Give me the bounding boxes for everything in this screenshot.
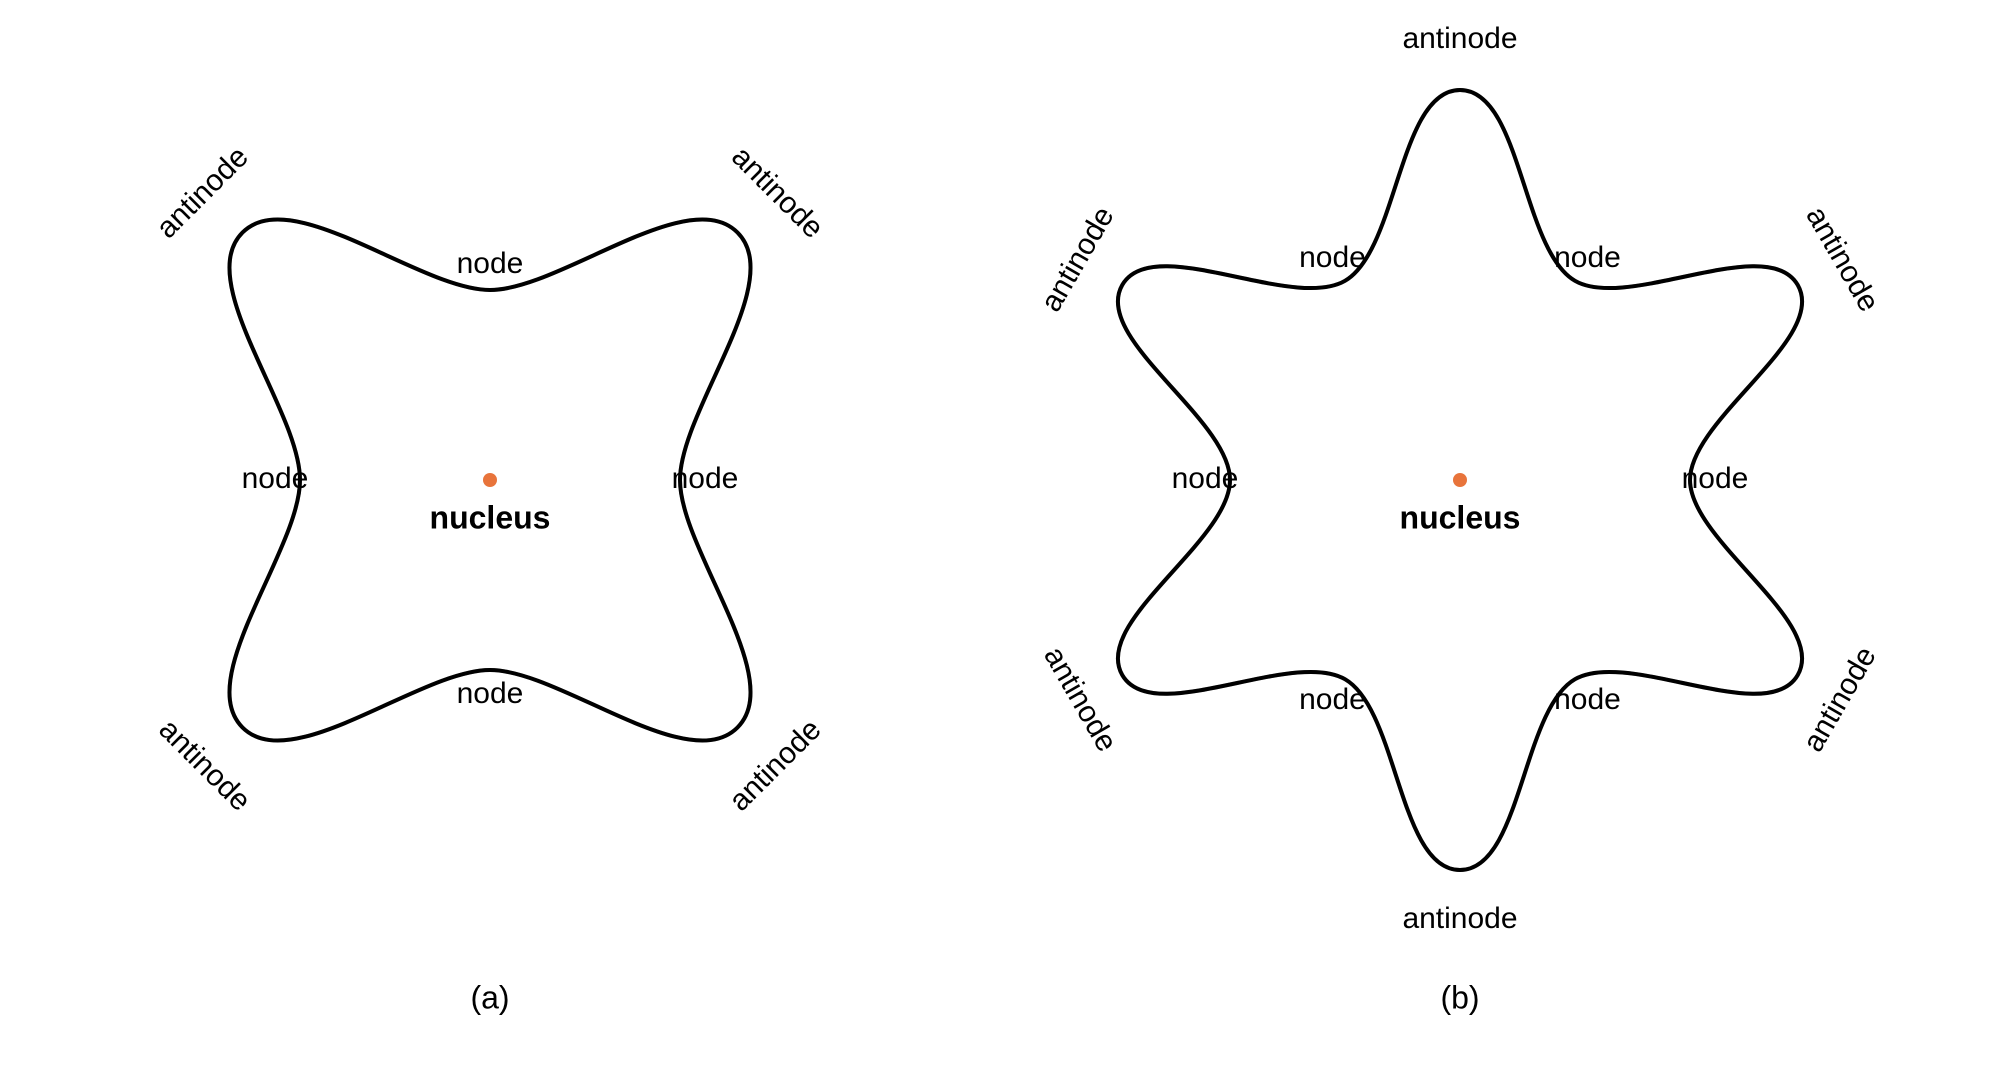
nucleus-label: nucleus [1400, 499, 1521, 535]
nucleus-dot [1453, 473, 1467, 487]
antinode-label: antinode [1402, 22, 1517, 55]
diagram-svg: nucleus node node node node antinode antinode a… [0, 0, 1999, 1078]
antinode-label: antinode [1797, 641, 1883, 757]
node-label: node [1299, 241, 1366, 274]
antinode-label: antinode [150, 140, 255, 245]
node-label: node [1682, 462, 1749, 495]
panel-b: nucleus node node node node node node antinode a… [1035, 22, 1886, 1016]
antinode-label: antinode [1402, 902, 1517, 935]
node-label: node [672, 462, 739, 495]
antinode-label: antinode [1799, 201, 1885, 317]
node-label: node [1554, 241, 1621, 274]
node-label: node [1172, 462, 1239, 495]
antinode-label: antinode [1035, 201, 1121, 317]
nucleus-label: nucleus [430, 499, 551, 535]
node-label: node [1554, 683, 1621, 716]
node-label: node [457, 247, 524, 280]
node-label: node [1299, 683, 1366, 716]
panel-a: nucleusnodenodenodenodeantinodeantinodea… [150, 140, 830, 1015]
node-label: node [457, 677, 524, 710]
antinode-label: antinode [725, 140, 830, 245]
panel-caption: (a) [470, 979, 509, 1015]
nucleus-dot [483, 473, 497, 487]
panel-caption: (b) [1440, 979, 1479, 1015]
antinode-label: antinode [1037, 641, 1123, 757]
node-label: node [242, 462, 309, 495]
